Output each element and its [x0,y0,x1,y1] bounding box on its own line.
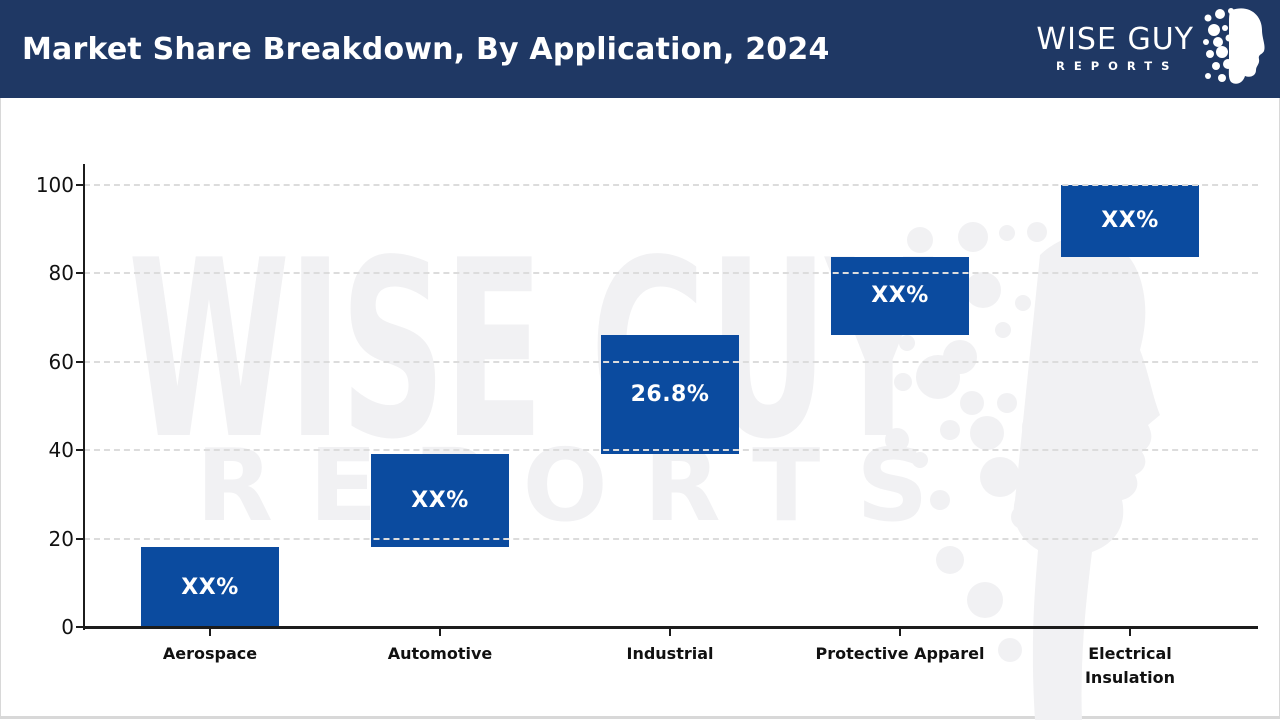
y-axis-tick [76,537,84,540]
y-tick-label: 100 [35,173,74,197]
header-bar: Market Share Breakdown, By Application, … [0,0,1280,98]
y-tick-label: 0 [61,615,74,639]
y-axis-tick [76,626,84,628]
logo-primary-text: WISE GUY [1036,22,1194,57]
bar: XX% [1061,185,1199,257]
bar: XX% [141,547,279,627]
y-tick-label: 40 [48,438,74,463]
x-axis-tick [899,629,901,636]
bottom-border-line [0,716,1280,719]
bar: XX% [831,256,969,336]
category-label: Industrial [626,644,714,663]
page-title: Market Share Breakdown, By Application, … [22,31,830,67]
gridline [84,360,1258,363]
bar-value-label: XX% [181,574,239,600]
category-label: Protective Apparel [815,644,985,663]
y-tick-label: 60 [48,349,74,374]
bar-value-label: 26.8% [630,381,710,407]
y-axis-tick [76,184,84,186]
gridline [84,272,1258,275]
x-axis-line [83,626,1258,629]
category-label: Electrical Insulation [1084,644,1176,687]
category-label: Automotive [387,644,493,663]
bar: XX% [371,453,509,548]
x-axis-tick [669,629,671,636]
x-axis-tick [439,629,441,636]
y-tick-label: 80 [48,261,74,286]
bar-value-label: XX% [1101,208,1159,234]
y-axis-tick [76,360,84,363]
y-tick-label: 20 [48,526,74,551]
x-axis-tick [209,629,211,636]
y-axis-tick [76,272,84,275]
gridline [84,184,1258,186]
bar-value-label: XX% [411,488,469,514]
x-axis-tick [1129,629,1131,636]
logo-head-dots-icon [1203,8,1265,84]
logo-secondary-text: REPORTS [1056,59,1179,73]
category-label: Aerospace [162,644,258,663]
bar: 26.8% [601,335,739,454]
wise-guy-reports-logo: WISE GUY REPORTS [1036,0,1266,98]
logo-text: WISE GUY REPORTS [1036,22,1194,74]
y-axis-line [83,164,85,630]
gridline [84,537,1258,540]
gridline [84,449,1258,452]
y-axis-tick [76,449,84,452]
bar-value-label: XX% [871,283,929,309]
